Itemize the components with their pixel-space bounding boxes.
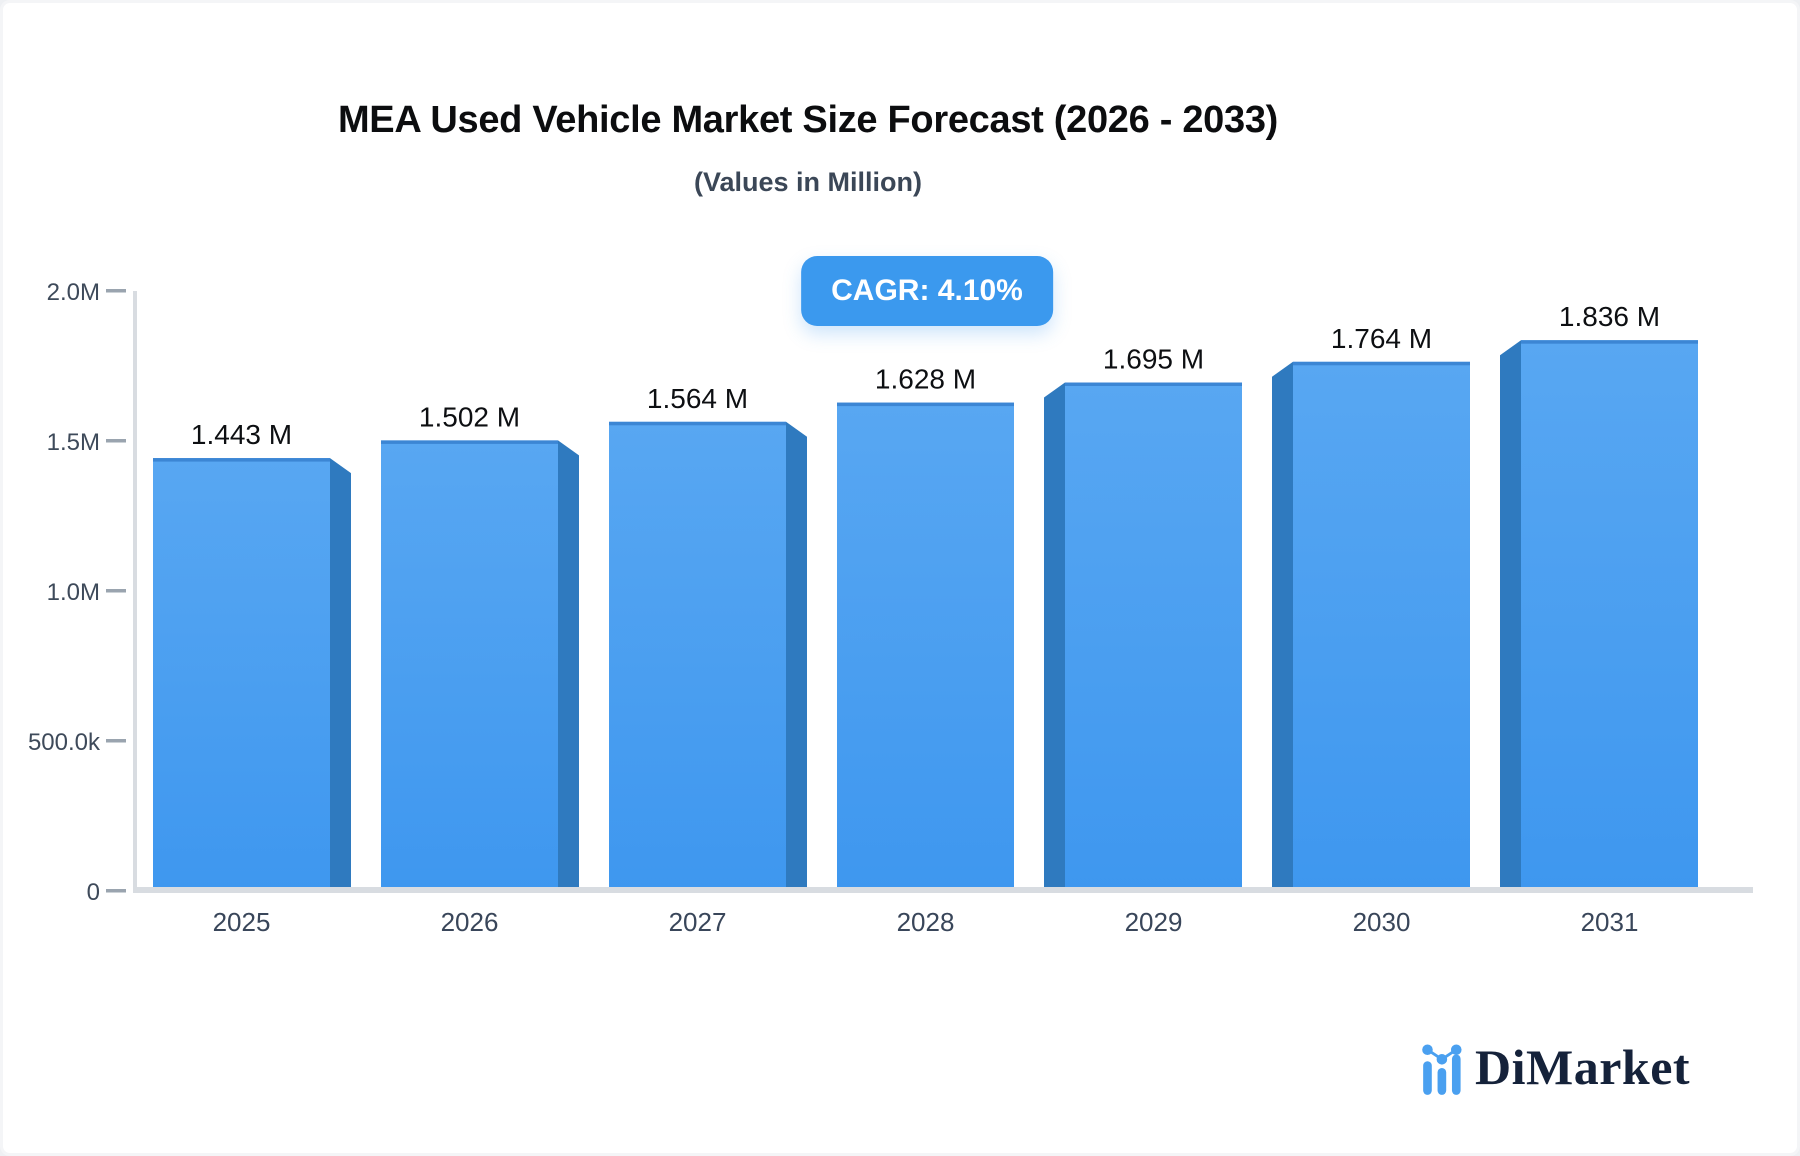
bar-2030[interactable]: 1.764 M — [1272, 323, 1470, 893]
x-axis-label: 2025 — [213, 907, 271, 937]
bar-top-edge — [1521, 340, 1698, 344]
bar-side — [558, 440, 579, 893]
x-axis-line — [133, 887, 1753, 893]
bar-face — [1521, 340, 1698, 893]
logo-dot — [1436, 1054, 1448, 1065]
bar-side — [786, 421, 807, 893]
bar-face — [1293, 361, 1470, 893]
brand-name: DiMarket — [1475, 1039, 1691, 1095]
bar-side — [1044, 382, 1065, 893]
y-axis-line — [133, 291, 137, 893]
bar-face — [381, 440, 558, 893]
bar-value-label: 1.764 M — [1331, 323, 1432, 354]
bar-top-edge — [1293, 361, 1470, 366]
brand-logo: DiMarket — [1415, 1037, 1690, 1097]
bar-2028[interactable]: 1.628 M — [837, 364, 1014, 893]
logo-dot — [1451, 1044, 1462, 1055]
bar-face — [609, 421, 786, 893]
y-axis-label: 1.0M — [47, 579, 100, 606]
bar-value-label: 1.695 M — [1103, 344, 1204, 375]
bar-top-edge — [153, 458, 330, 462]
bar-top-edge — [381, 440, 558, 444]
bar-side — [330, 458, 351, 893]
y-axis-tick — [106, 889, 126, 893]
bar-top-edge — [1065, 382, 1242, 386]
logo-bar — [1437, 1067, 1447, 1095]
chart-title: MEA Used Vehicle Market Size Forecast (2… — [337, 99, 1279, 141]
x-axis-label: 2029 — [1125, 907, 1183, 937]
bar-value-label: 1.836 M — [1559, 301, 1660, 332]
bar-side — [1272, 361, 1293, 893]
x-axis-label: 2027 — [669, 907, 727, 937]
logo-dot — [1422, 1044, 1433, 1055]
x-axis-label: 2028 — [897, 907, 955, 937]
y-axis-tick — [106, 439, 126, 443]
chart-subtitle: (Values in Million) — [693, 167, 923, 197]
y-axis-label: 0 — [87, 879, 100, 906]
bar-top-edge — [837, 402, 1014, 407]
logo-bar — [1423, 1061, 1432, 1095]
bar-side — [1500, 340, 1521, 893]
bar-2025[interactable]: 1.443 M — [153, 419, 351, 893]
bar-value-label: 1.628 M — [875, 364, 976, 395]
bar-value-label: 1.502 M — [419, 401, 520, 432]
bar-chart: 2.0M 1.5M 1.0M 500.0k 0 1.443 M 2025 1.502 M 202… — [28, 279, 1753, 937]
x-axis-label: 2031 — [1581, 907, 1639, 937]
bar-2029[interactable]: 1.695 M — [1044, 344, 1242, 894]
bar-face — [837, 402, 1014, 893]
bar-face — [1065, 382, 1242, 893]
bar-2027[interactable]: 1.564 M — [609, 383, 807, 893]
bar-top-edge — [609, 421, 786, 426]
y-axis-label: 1.5M — [47, 429, 100, 456]
y-axis-tick — [106, 589, 126, 593]
bar-face — [153, 458, 330, 893]
bar-line-chart-icon — [1422, 1044, 1462, 1095]
cagr-badge: CAGR: 4.10% — [801, 256, 1053, 326]
y-axis-label: 2.0M — [47, 279, 100, 306]
y-axis-label: 500.0k — [28, 729, 101, 756]
y-axis-tick — [106, 739, 126, 743]
bar-2031[interactable]: 1.836 M — [1500, 301, 1698, 893]
bar-2026[interactable]: 1.502 M — [381, 401, 579, 893]
y-axis-tick — [106, 289, 126, 293]
x-axis-label: 2026 — [441, 907, 499, 937]
bar-value-label: 1.443 M — [191, 419, 292, 450]
x-axis-label: 2030 — [1353, 907, 1411, 937]
logo-bar — [1451, 1054, 1461, 1095]
bar-value-label: 1.564 M — [647, 383, 748, 414]
